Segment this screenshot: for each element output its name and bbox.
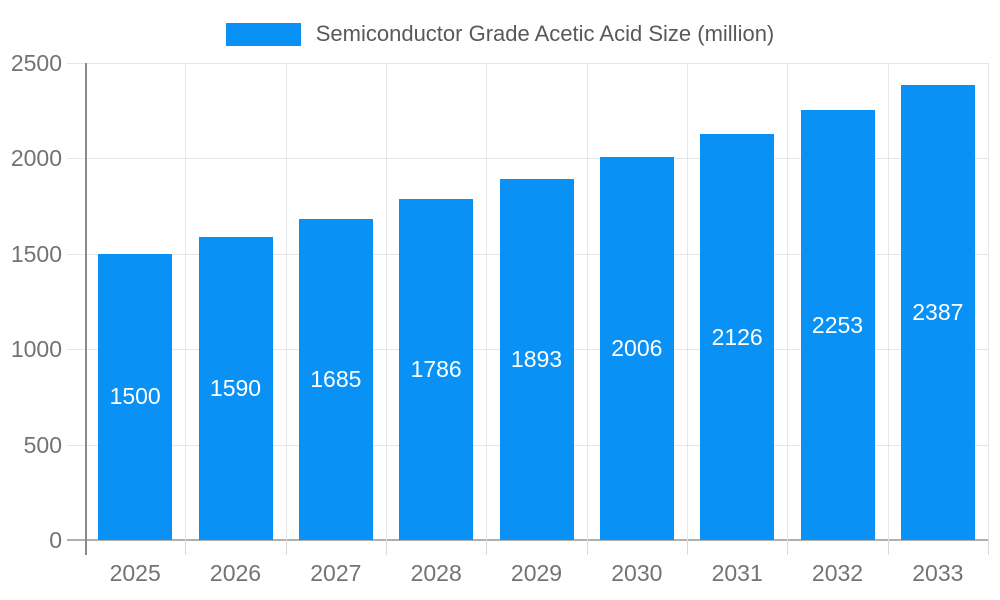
- v-gridline: [486, 63, 488, 540]
- v-gridline: [386, 63, 387, 540]
- y-tick-label: 500: [23, 431, 62, 458]
- x-tick-label: 2025: [109, 560, 161, 586]
- bar-value-label: 2126: [711, 323, 763, 350]
- x-tick-label: 2032: [811, 560, 864, 586]
- bar-2026[interactable]: 1590: [198, 236, 273, 540]
- bar-value-label: 1685: [310, 365, 362, 392]
- x-axis-tick: [185, 540, 187, 555]
- x-tick-label: 2031: [711, 560, 763, 586]
- x-axis-tick: [586, 540, 588, 555]
- x-axis-tick: [988, 540, 989, 555]
- bar-value-label: 1786: [410, 356, 462, 383]
- y-tick-label: 0: [49, 527, 62, 553]
- bar-value-label: 1893: [510, 345, 563, 372]
- x-axis-tick: [486, 540, 488, 555]
- y-tick-label: 1000: [10, 336, 62, 363]
- x-axis-tick: [787, 540, 789, 555]
- bar-value-label: 2006: [611, 335, 663, 362]
- bar-2033[interactable]: 2387: [900, 84, 975, 540]
- x-tick-label: 2030: [611, 560, 663, 586]
- v-gridline: [787, 63, 789, 540]
- bar-value-label: 2253: [811, 311, 864, 338]
- bar-2025[interactable]: 1500: [98, 253, 173, 540]
- legend-item[interactable]: Semiconductor Grade Acetic Acid Size (mi…: [0, 20, 1000, 48]
- h-gridline: [67, 63, 988, 64]
- bar-value-label: 1590: [209, 374, 262, 401]
- v-gridline: [988, 63, 989, 540]
- bar-2027[interactable]: 1685: [298, 218, 373, 540]
- x-tick-label: 2026: [209, 560, 262, 586]
- x-axis-tick: [386, 540, 387, 555]
- x-axis-line: [67, 539, 988, 541]
- v-gridline: [586, 63, 588, 540]
- y-tick-label: 1500: [10, 240, 62, 267]
- bar-2028[interactable]: 1786: [399, 199, 474, 540]
- x-axis-tick: [285, 540, 287, 555]
- y-tick-label: 2000: [10, 145, 62, 172]
- v-gridline: [185, 63, 187, 540]
- bar-value-label: 2387: [912, 298, 964, 325]
- h-gridline: [67, 158, 988, 160]
- legend-label: Semiconductor Grade Acetic Acid Size (mi…: [315, 21, 775, 46]
- bar-2030[interactable]: 2006: [599, 157, 674, 540]
- v-gridline: [887, 63, 889, 540]
- x-tick-label: 2033: [912, 560, 964, 586]
- y-tick-label: 2500: [10, 50, 62, 76]
- x-tick-label: 2028: [410, 560, 462, 586]
- bar-2032[interactable]: 2253: [800, 110, 875, 540]
- v-gridline: [285, 63, 287, 540]
- legend-swatch-icon: [225, 22, 301, 46]
- bar-value-label: 1500: [109, 383, 161, 410]
- bar-2031[interactable]: 2126: [700, 134, 775, 540]
- v-gridline: [687, 63, 688, 540]
- x-axis-tick: [687, 540, 688, 555]
- x-tick-label: 2027: [310, 560, 362, 586]
- x-axis-tick: [887, 540, 889, 555]
- bar-2029[interactable]: 1893: [499, 178, 574, 540]
- y-axis-line: [85, 63, 87, 555]
- x-tick-label: 2029: [510, 560, 563, 586]
